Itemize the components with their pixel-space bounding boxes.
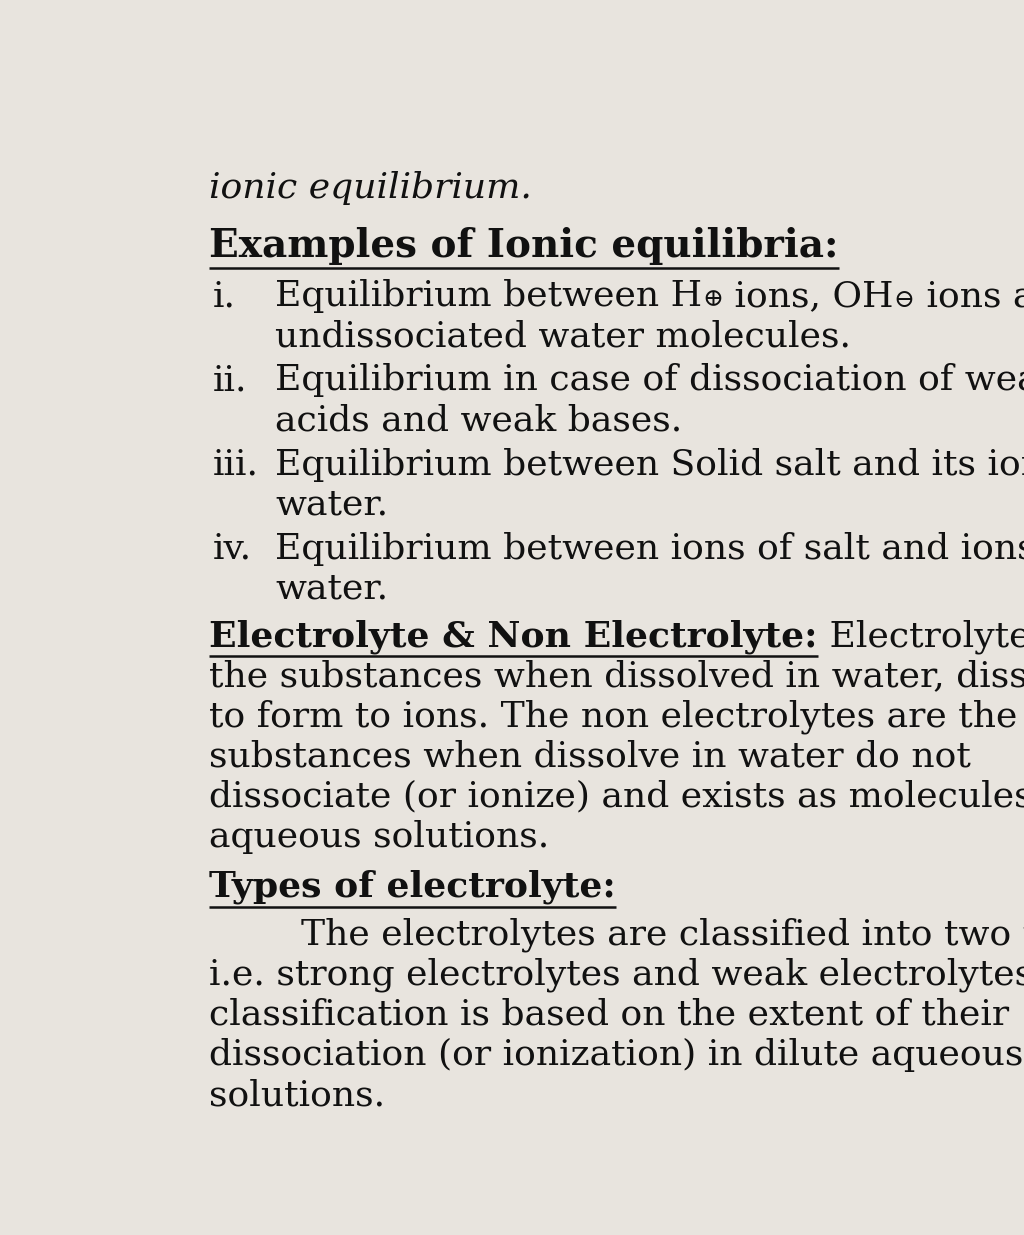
Text: Equilibrium between H: Equilibrium between H bbox=[275, 279, 702, 314]
Text: water.: water. bbox=[275, 572, 388, 605]
Text: ionic equilibrium.: ionic equilibrium. bbox=[209, 172, 532, 205]
Text: ⊖: ⊖ bbox=[894, 289, 914, 311]
Text: the substances when dissolved in water, dissociates: the substances when dissolved in water, … bbox=[209, 659, 1024, 694]
Text: Examples of Ionic equilibria:: Examples of Ionic equilibria: bbox=[209, 227, 839, 266]
Text: classification is based on the extent of their: classification is based on the extent of… bbox=[209, 998, 1010, 1032]
Text: water.: water. bbox=[275, 488, 388, 521]
Text: solutions.: solutions. bbox=[209, 1078, 385, 1112]
Text: ions and: ions and bbox=[914, 279, 1024, 314]
Text: acids and weak bases.: acids and weak bases. bbox=[275, 404, 683, 437]
Text: to form to ions. The non electrolytes are the: to form to ions. The non electrolytes ar… bbox=[209, 700, 1018, 734]
Text: i.e. strong electrolytes and weak electrolytes. This: i.e. strong electrolytes and weak electr… bbox=[209, 958, 1024, 993]
Text: ions, OH: ions, OH bbox=[723, 279, 894, 314]
Text: i.: i. bbox=[213, 279, 237, 314]
Text: Equilibrium between ions of salt and ions of: Equilibrium between ions of salt and ion… bbox=[275, 531, 1024, 566]
Text: dissociate (or ionize) and exists as molecules in: dissociate (or ionize) and exists as mol… bbox=[209, 779, 1024, 814]
Text: Types of electrolyte:: Types of electrolyte: bbox=[209, 869, 616, 904]
Text: substances when dissolve in water do not: substances when dissolve in water do not bbox=[209, 740, 971, 773]
Text: iv.: iv. bbox=[213, 531, 252, 566]
Text: Equilibrium between Solid salt and its ions in: Equilibrium between Solid salt and its i… bbox=[275, 447, 1024, 482]
Text: ⊕: ⊕ bbox=[702, 289, 723, 311]
Text: iii.: iii. bbox=[213, 447, 259, 482]
Text: The electrolytes are classified into two types: The electrolytes are classified into two… bbox=[209, 918, 1024, 952]
Text: undissociated water molecules.: undissociated water molecules. bbox=[275, 320, 851, 353]
Text: Electrolyte & Non Electrolyte:: Electrolyte & Non Electrolyte: bbox=[209, 620, 818, 655]
Text: ii.: ii. bbox=[213, 363, 248, 398]
Text: aqueous solutions.: aqueous solutions. bbox=[209, 820, 550, 853]
Text: dissociation (or ionization) in dilute aqueous: dissociation (or ionization) in dilute a… bbox=[209, 1037, 1024, 1072]
Text: Electrolytes are: Electrolytes are bbox=[818, 620, 1024, 655]
Text: Equilibrium in case of dissociation of weak: Equilibrium in case of dissociation of w… bbox=[275, 363, 1024, 398]
